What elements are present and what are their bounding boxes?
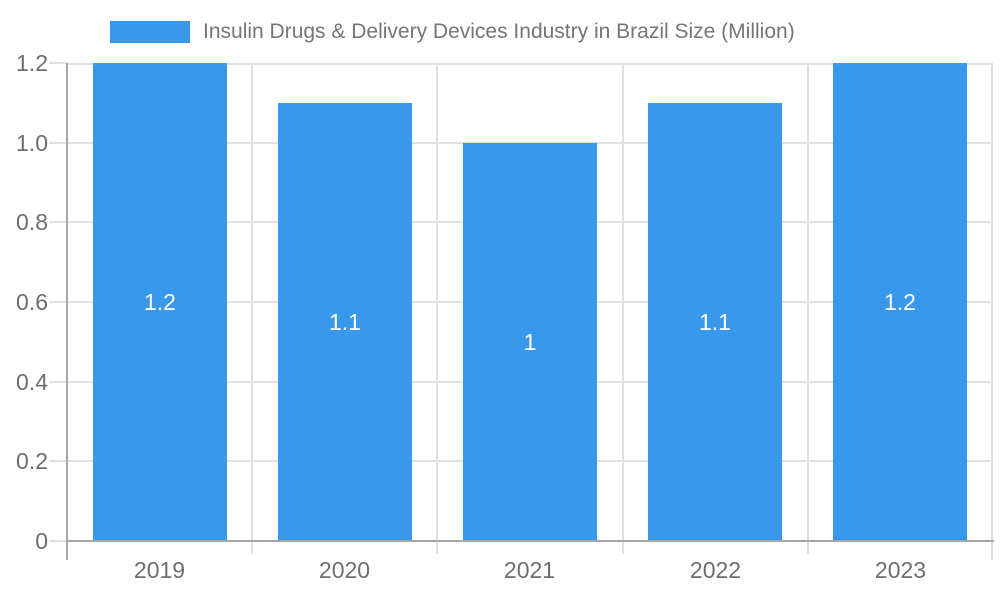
gridline-vertical	[251, 63, 253, 541]
bar[interactable]	[93, 63, 227, 541]
x-axis-tick	[807, 541, 809, 554]
y-axis-label: 1.2	[16, 50, 48, 76]
x-axis-label: 2021	[503, 557, 556, 583]
y-axis-label: 0.8	[16, 209, 48, 235]
y-axis-tick	[49, 142, 67, 144]
gridline-vertical	[622, 63, 624, 541]
y-axis-line	[66, 63, 68, 560]
bar[interactable]	[833, 63, 967, 541]
x-axis-tick	[622, 541, 624, 554]
x-axis-line	[66, 540, 994, 542]
y-axis-label: 0.6	[16, 289, 48, 315]
x-axis-tick	[436, 541, 438, 554]
x-axis-label: 2023	[874, 557, 927, 583]
gridline-vertical	[436, 63, 438, 541]
x-axis-label: 2019	[133, 557, 186, 583]
y-axis-tick	[49, 301, 67, 303]
x-axis-label: 2020	[318, 557, 371, 583]
y-axis-tick	[49, 460, 67, 462]
gridline-vertical	[991, 63, 993, 541]
y-axis-tick	[49, 540, 67, 542]
gridline-horizontal	[67, 63, 993, 65]
legend: Insulin Drugs & Delivery Devices Industr…	[110, 18, 795, 46]
bar[interactable]	[278, 103, 412, 541]
bar-value-label: 1.2	[884, 289, 916, 315]
y-axis-label: 0.2	[16, 448, 48, 474]
bar[interactable]	[463, 143, 597, 541]
gridline-vertical	[807, 63, 809, 541]
legend-swatch	[110, 21, 190, 43]
y-axis-label: 0.4	[16, 369, 48, 395]
y-axis-label: 0	[35, 528, 48, 554]
bar-value-label: 1.2	[144, 289, 176, 315]
legend-label: Insulin Drugs & Delivery Devices Industr…	[203, 20, 795, 43]
bar-value-label: 1.1	[329, 309, 361, 335]
bar-value-label: 1	[523, 329, 537, 355]
y-axis-tick	[49, 221, 67, 223]
x-axis-tick	[991, 541, 993, 560]
x-axis-tick	[251, 541, 253, 554]
x-axis-label: 2022	[689, 557, 742, 583]
bar-value-label: 1.1	[699, 309, 731, 335]
y-axis-tick	[49, 381, 67, 383]
y-axis-label: 1.0	[16, 130, 48, 156]
y-axis-tick	[49, 62, 67, 64]
bar[interactable]	[648, 103, 782, 541]
